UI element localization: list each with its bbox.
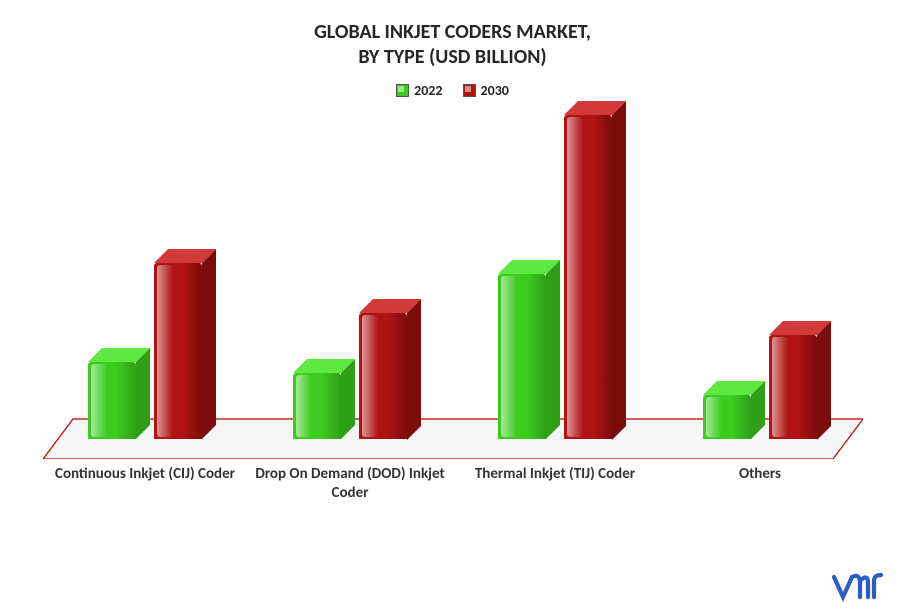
bar bbox=[564, 115, 612, 440]
bar bbox=[769, 335, 817, 440]
x-axis-label: Continuous Inkjet (CIJ) Coder bbox=[43, 465, 248, 503]
bar bbox=[498, 274, 546, 439]
category bbox=[453, 109, 658, 459]
legend-item-2022: 2022 bbox=[396, 82, 442, 99]
bar-group bbox=[703, 335, 817, 440]
legend-item-2030: 2030 bbox=[463, 82, 509, 99]
bar-highlight bbox=[706, 397, 722, 437]
brand-logo-icon bbox=[831, 571, 891, 605]
bar-highlight bbox=[296, 375, 312, 437]
legend-label-2030: 2030 bbox=[481, 82, 509, 99]
bar bbox=[703, 395, 751, 439]
bar-highlight bbox=[501, 276, 517, 437]
x-axis-label: Others bbox=[658, 465, 863, 503]
legend-label-2022: 2022 bbox=[414, 82, 442, 99]
legend-swatch-2030 bbox=[463, 84, 476, 97]
chart-container: GLOBAL INKJET CODERS MARKET, BY TYPE (US… bbox=[0, 0, 905, 613]
plot-area bbox=[43, 109, 863, 459]
bar-side bbox=[341, 359, 355, 439]
bar bbox=[293, 373, 341, 439]
chart-title: GLOBAL INKJET CODERS MARKET, BY TYPE (US… bbox=[40, 20, 865, 70]
bar-side bbox=[817, 321, 831, 440]
bar-group bbox=[88, 263, 202, 439]
x-axis-label: Thermal Inkjet (TIJ) Coder bbox=[453, 465, 658, 503]
bar-categories bbox=[43, 109, 863, 459]
bar-highlight bbox=[91, 364, 107, 437]
bar-highlight bbox=[772, 337, 788, 438]
chart-title-line2: BY TYPE (USD BILLION) bbox=[40, 45, 865, 70]
bar-side bbox=[546, 260, 560, 439]
legend: 2022 2030 bbox=[40, 82, 865, 99]
chart-title-line1: GLOBAL INKJET CODERS MARKET, bbox=[40, 20, 865, 45]
bar bbox=[154, 263, 202, 439]
x-axis-labels: Continuous Inkjet (CIJ) CoderDrop On Dem… bbox=[43, 465, 863, 503]
bar-highlight bbox=[157, 265, 173, 437]
category bbox=[248, 109, 453, 459]
bar-side bbox=[202, 249, 216, 439]
x-axis-label: Drop On Demand (DOD) Inkjet Coder bbox=[248, 465, 453, 503]
bar-side bbox=[407, 299, 421, 440]
bar-side bbox=[136, 348, 150, 439]
bar bbox=[88, 362, 136, 439]
bar bbox=[359, 313, 407, 440]
bar-highlight bbox=[362, 315, 378, 438]
category bbox=[658, 109, 863, 459]
bar-group bbox=[498, 115, 612, 440]
bar-side bbox=[612, 101, 626, 440]
bar-group bbox=[293, 313, 407, 440]
bar-highlight bbox=[567, 117, 583, 438]
category bbox=[43, 109, 248, 459]
legend-swatch-2022 bbox=[396, 84, 409, 97]
